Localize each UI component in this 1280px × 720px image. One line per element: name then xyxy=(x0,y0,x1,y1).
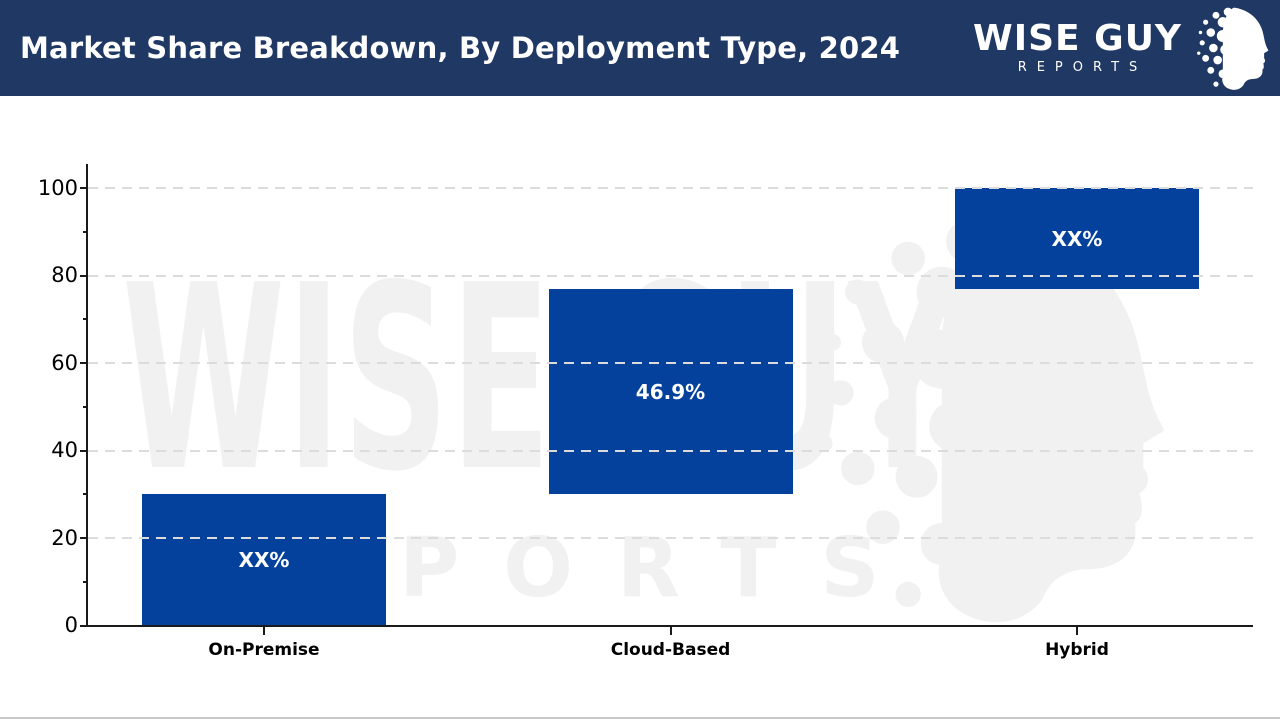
gridline xyxy=(88,537,1253,539)
y-axis-tick xyxy=(80,624,88,627)
y-axis-minor-tick xyxy=(83,318,88,321)
y-axis-tick-label: 20 xyxy=(51,525,78,550)
gridline xyxy=(88,187,1253,189)
page-title: Market Share Breakdown, By Deployment Ty… xyxy=(20,31,901,65)
x-axis-category-label: Cloud-Based xyxy=(610,640,731,660)
x-axis-spine xyxy=(86,625,1253,627)
y-axis-spine xyxy=(86,164,88,627)
bar-cloud-based: 46.9% xyxy=(548,289,793,495)
brand-name: WISE GUY xyxy=(972,18,1182,59)
x-axis-tick xyxy=(669,627,672,635)
x-axis-category-label: On-Premise xyxy=(208,640,320,660)
y-axis-tick-label: 0 xyxy=(64,613,78,637)
y-axis-tick xyxy=(80,274,88,277)
brand-logo: WISE GUY REPORTS xyxy=(973,4,1272,92)
y-axis-tick-label: 80 xyxy=(51,263,78,287)
gridline xyxy=(88,274,1253,277)
brand-logo-text: WISE GUY REPORTS xyxy=(973,20,1182,76)
watermark-face-icon xyxy=(815,220,1165,623)
x-axis-tick xyxy=(263,627,265,635)
bar-hybrid: XX% xyxy=(955,188,1199,290)
x-axis-tick xyxy=(1076,627,1078,635)
bottom-divider xyxy=(0,717,1280,719)
y-axis-tick-label: 40 xyxy=(51,438,78,462)
x-axis-category-label: Hybrid xyxy=(1045,640,1109,660)
y-axis-tick-label: 60 xyxy=(51,350,78,375)
gridline xyxy=(88,449,1253,452)
y-axis-tick xyxy=(80,449,88,452)
y-axis-tick xyxy=(80,537,88,539)
brand-subname: REPORTS xyxy=(1017,60,1148,75)
y-axis-tick-label: 100 xyxy=(37,175,78,200)
bar-value-label: XX% xyxy=(238,547,290,572)
header-bar: Market Share Breakdown, By Deployment Ty… xyxy=(0,0,1280,96)
bar-value-label: XX% xyxy=(1051,226,1103,251)
bar-on-premise: XX% xyxy=(142,494,386,626)
watermark-text: WISE GUY xyxy=(122,231,958,528)
y-axis-tick xyxy=(80,362,88,364)
y-axis-tick xyxy=(80,187,88,189)
y-axis-minor-tick xyxy=(83,493,88,496)
brand-face-icon xyxy=(1197,7,1269,90)
y-axis-minor-tick xyxy=(83,405,88,408)
bar-value-label: 46.9% xyxy=(635,379,706,404)
y-axis-minor-tick xyxy=(83,580,88,583)
y-axis-minor-tick xyxy=(83,230,88,233)
gridline xyxy=(88,362,1253,364)
